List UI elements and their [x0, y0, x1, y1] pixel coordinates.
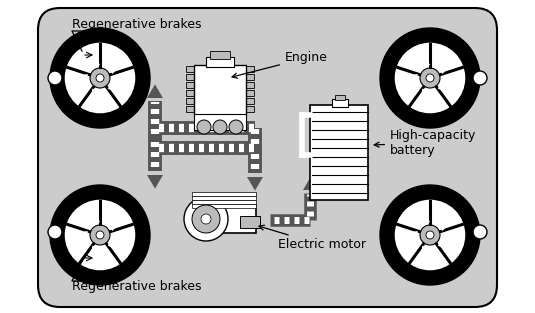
- Polygon shape: [400, 231, 418, 238]
- Polygon shape: [422, 49, 430, 67]
- Circle shape: [64, 199, 136, 271]
- Text: Engine: Engine: [232, 52, 328, 78]
- Circle shape: [197, 120, 211, 134]
- Polygon shape: [91, 206, 100, 224]
- Circle shape: [48, 225, 62, 239]
- Text: Regenerative brakes: Regenerative brakes: [72, 18, 202, 31]
- Bar: [192, 200, 256, 204]
- Circle shape: [426, 74, 434, 82]
- Circle shape: [420, 68, 440, 88]
- Polygon shape: [247, 177, 263, 191]
- Polygon shape: [420, 89, 429, 106]
- Circle shape: [380, 185, 480, 285]
- Circle shape: [473, 71, 487, 85]
- Bar: [210, 51, 230, 59]
- Circle shape: [184, 197, 228, 241]
- Circle shape: [394, 42, 466, 114]
- Polygon shape: [303, 178, 317, 190]
- Circle shape: [473, 225, 487, 239]
- Circle shape: [96, 231, 104, 239]
- Circle shape: [90, 68, 110, 88]
- Circle shape: [50, 185, 150, 285]
- Bar: [332, 99, 348, 107]
- Text: Electric motor: Electric motor: [259, 225, 366, 252]
- Text: Regenerative brakes: Regenerative brakes: [72, 280, 202, 293]
- Polygon shape: [422, 206, 430, 224]
- Circle shape: [420, 225, 440, 245]
- Polygon shape: [420, 245, 429, 263]
- Polygon shape: [147, 175, 163, 189]
- Bar: [246, 90, 254, 96]
- Circle shape: [90, 225, 110, 245]
- Circle shape: [380, 28, 480, 128]
- Circle shape: [192, 205, 220, 233]
- Bar: [186, 82, 194, 88]
- Polygon shape: [438, 83, 454, 96]
- Polygon shape: [438, 218, 455, 231]
- Bar: [192, 192, 256, 196]
- Circle shape: [426, 231, 434, 239]
- Polygon shape: [108, 240, 124, 254]
- Circle shape: [48, 71, 62, 85]
- Bar: [335, 95, 345, 100]
- Text: High-capacity
battery: High-capacity battery: [374, 129, 476, 157]
- Bar: [206, 57, 234, 67]
- Polygon shape: [400, 74, 418, 81]
- Bar: [192, 196, 256, 200]
- Bar: [186, 98, 194, 104]
- Circle shape: [394, 199, 466, 271]
- Bar: [186, 106, 194, 112]
- Circle shape: [213, 120, 227, 134]
- Polygon shape: [108, 83, 124, 96]
- Circle shape: [64, 42, 136, 114]
- Polygon shape: [108, 61, 125, 74]
- Polygon shape: [90, 89, 99, 106]
- Bar: [246, 74, 254, 80]
- Polygon shape: [70, 74, 88, 81]
- Polygon shape: [438, 61, 455, 74]
- Bar: [246, 98, 254, 104]
- Polygon shape: [147, 85, 163, 98]
- Bar: [186, 66, 194, 72]
- Polygon shape: [91, 49, 100, 67]
- Circle shape: [50, 28, 150, 128]
- Circle shape: [229, 120, 243, 134]
- Bar: [246, 82, 254, 88]
- Bar: [186, 90, 194, 96]
- Bar: [186, 74, 194, 80]
- Circle shape: [201, 214, 211, 224]
- Polygon shape: [108, 218, 125, 231]
- Bar: [310, 105, 368, 200]
- Bar: [246, 106, 254, 112]
- Bar: [192, 204, 256, 208]
- Bar: [240, 216, 260, 228]
- Bar: [194, 114, 246, 130]
- Polygon shape: [438, 240, 454, 254]
- Circle shape: [96, 74, 104, 82]
- FancyBboxPatch shape: [38, 8, 497, 307]
- Bar: [192, 205, 256, 233]
- Polygon shape: [70, 231, 88, 238]
- Bar: [194, 65, 246, 115]
- Polygon shape: [90, 245, 99, 263]
- Bar: [246, 66, 254, 72]
